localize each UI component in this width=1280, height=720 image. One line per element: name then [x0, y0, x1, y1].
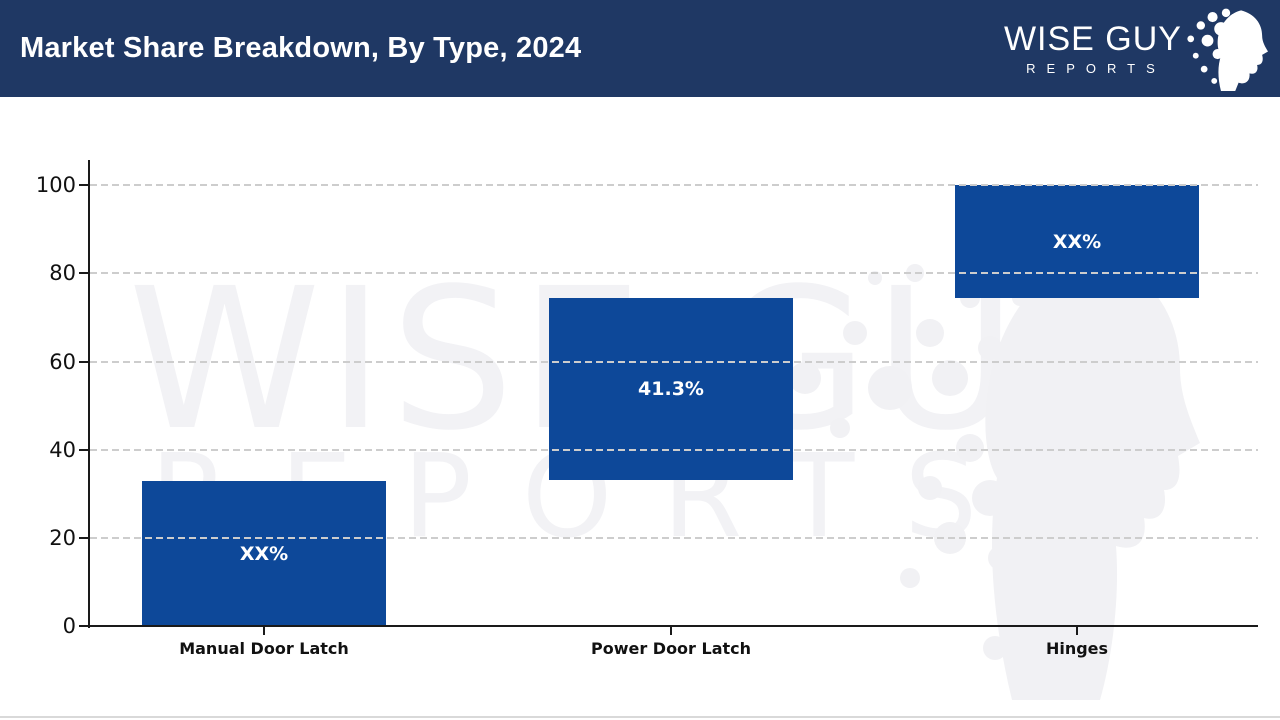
x-tick — [1076, 627, 1078, 635]
wiseguy-logo: WISE GUY REPORTS — [1004, 5, 1268, 93]
bar-power-door-latch: 41.3% — [549, 298, 793, 480]
gridline-40 — [90, 449, 1258, 451]
y-tick — [79, 449, 88, 451]
x-category-label: Manual Door Latch — [179, 639, 349, 658]
bar-hinges: XX% — [955, 185, 1199, 298]
y-tick-label: 80 — [49, 261, 76, 285]
logo-subtitle: REPORTS — [1026, 61, 1166, 76]
bar-manual-door-latch: XX% — [142, 481, 386, 626]
bar-value-label: XX% — [1052, 230, 1102, 253]
bottom-border — [0, 716, 1280, 718]
logo-word: WISE GUY — [1003, 20, 1182, 58]
x-tick — [670, 627, 672, 635]
gridline-100 — [90, 184, 1258, 186]
y-tick-label: 0 — [62, 614, 76, 638]
y-tick — [79, 625, 88, 627]
y-tick-label: 100 — [35, 173, 76, 197]
logo-head-icon — [1187, 8, 1268, 91]
y-tick-label: 20 — [49, 526, 76, 550]
y-tick — [79, 361, 88, 363]
x-category-label: Power Door Latch — [590, 639, 752, 658]
y-tick-label: 60 — [49, 350, 76, 374]
y-tick — [79, 537, 88, 539]
y-axis-line — [88, 160, 90, 628]
x-axis-line — [88, 625, 1258, 627]
header-bar: Market Share Breakdown, By Type, 2024 WI… — [0, 0, 1280, 97]
gridline-60 — [90, 361, 1258, 363]
gridline-80 — [90, 272, 1258, 274]
y-tick — [79, 184, 88, 186]
x-category-label: Hinges — [1045, 639, 1109, 658]
bar-value-label: 41.3% — [638, 378, 704, 400]
y-tick — [79, 272, 88, 274]
gridline-20 — [90, 537, 1258, 539]
page-title: Market Share Breakdown, By Type, 2024 — [20, 32, 582, 64]
x-tick — [263, 627, 265, 635]
watermark-head-icon — [789, 258, 1200, 700]
logo-wordmark: WISE GUY REPORTS — [1004, 22, 1182, 75]
y-tick-label: 40 — [49, 438, 76, 462]
bar-value-label: XX% — [239, 542, 289, 565]
